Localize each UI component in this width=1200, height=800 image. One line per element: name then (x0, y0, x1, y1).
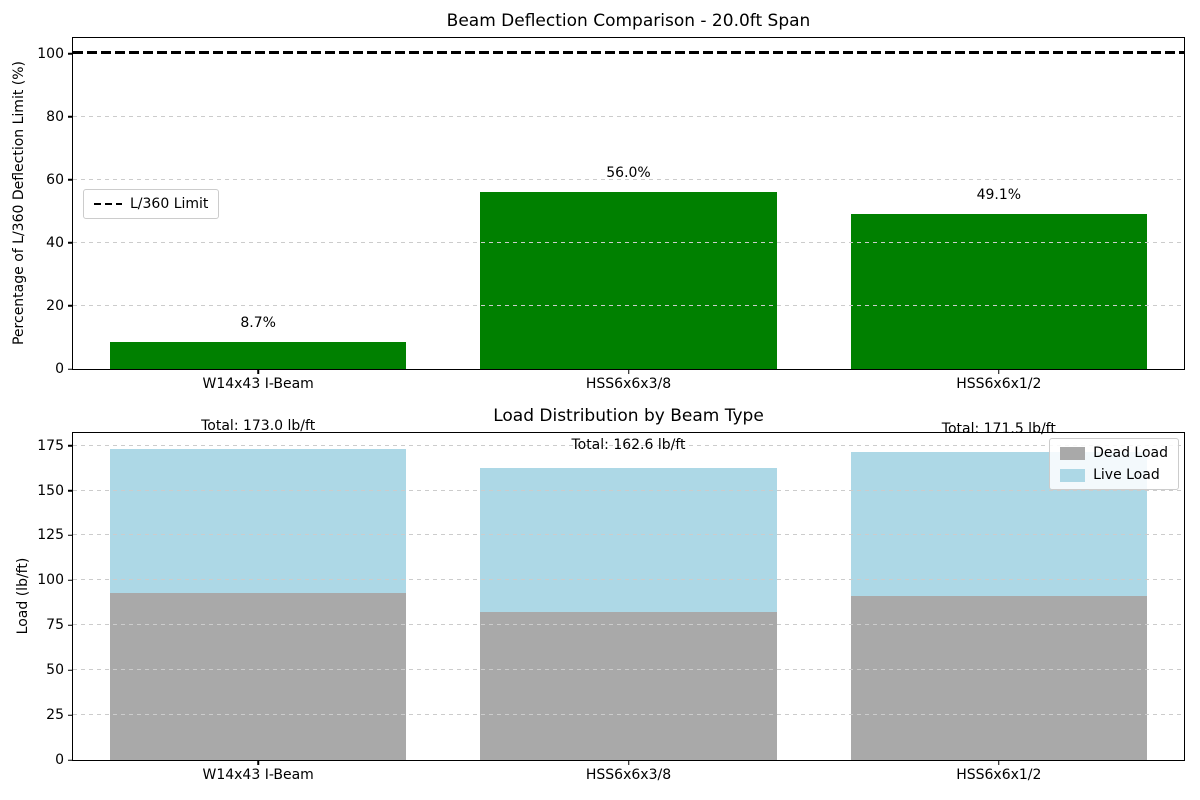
deflection-bar-w14x43 (110, 341, 407, 369)
deflection-value-label: 49.1% (976, 187, 1022, 204)
gridline-75 (73, 624, 1184, 626)
gridline-25 (73, 714, 1184, 716)
gridline-150 (73, 489, 1184, 491)
xtick-label-w14x43: W14x43 I-Beam (202, 376, 314, 392)
gridline-20 (73, 304, 1184, 306)
dead-load-segment (110, 592, 407, 760)
ytick-mark (68, 368, 73, 370)
dead-load-segment (850, 595, 1147, 760)
xtick-label-hss6x6x38: HSS6x6x3/8 (585, 767, 672, 783)
ytick-mark (68, 179, 73, 181)
bottom-chart-title: Load Distribution by Beam Type (493, 406, 764, 426)
total-load-label: Total: 173.0 lb/ft (201, 418, 316, 435)
ytick-label: 50 (46, 662, 64, 679)
deflection-value-label: 56.0% (606, 165, 651, 182)
legend-entry-dead-load: Dead Load (1060, 445, 1168, 461)
limit-line (73, 51, 1184, 54)
ytick-label: 80 (46, 108, 64, 125)
ytick-mark (68, 759, 73, 761)
ytick-label: 175 (37, 437, 64, 454)
load-stack-hss6x6x38 (480, 433, 777, 760)
deflection-value-label: 8.7% (240, 314, 276, 331)
ytick-label: 100 (37, 572, 64, 589)
deflection-bar-hss6x6x38 (480, 192, 777, 369)
top-chart-ylabel: Percentage of L/360 Deflection Limit (%) (11, 60, 27, 346)
total-load-label: Total: 171.5 lb/ft (941, 420, 1056, 437)
legend-label-dead-load: Dead Load (1093, 445, 1168, 461)
ytick-mark (68, 669, 73, 671)
ytick-label: 100 (37, 45, 64, 62)
ytick-label: 150 (37, 482, 64, 499)
ytick-mark (68, 305, 73, 307)
gridline-80 (73, 115, 1184, 117)
ytick-mark (68, 116, 73, 118)
xtick-label-w14x43: W14x43 I-Beam (202, 767, 314, 783)
ytick-label: 60 (46, 171, 64, 188)
legend-entry-live-load: Live Load (1060, 467, 1168, 483)
live-load-segment (480, 467, 777, 612)
ytick-mark (68, 53, 73, 55)
ytick-mark (68, 534, 73, 537)
live-load-swatch-icon (1060, 468, 1086, 482)
legend-label-l360-limit: L/360 Limit (130, 196, 209, 212)
dead-load-swatch-icon (1060, 446, 1086, 460)
top-chart-legend: L/360 Limit (83, 189, 220, 219)
total-load-label: Total: 162.6 lb/ft (571, 436, 686, 453)
gridline-175 (73, 444, 1184, 446)
xtick-label-hss6x6x12: HSS6x6x1/2 (956, 767, 1042, 783)
xtick-mark (998, 760, 1000, 765)
gridline-100 (73, 579, 1184, 581)
ytick-label: 75 (46, 617, 64, 634)
ytick-label: 40 (46, 234, 64, 251)
xtick-mark (257, 369, 259, 374)
xtick-mark (257, 760, 259, 765)
ytick-mark (68, 242, 73, 244)
ytick-label: 125 (37, 527, 64, 544)
dead-load-segment (480, 611, 777, 760)
bottom-chart-ylabel: Load (lb/ft) (15, 557, 31, 635)
xtick-label-hss6x6x38: HSS6x6x3/8 (585, 376, 672, 392)
gridline-40 (73, 241, 1184, 243)
bottom-chart-legend: Dead Load Live Load (1049, 438, 1179, 490)
ytick-mark (68, 489, 73, 492)
live-load-segment (110, 449, 407, 593)
load-stack-w14x43 (110, 433, 407, 760)
xtick-mark (627, 369, 630, 374)
top-chart-plot-area: 8.7% 56.0% 49.1% 0 20 40 60 80 100 W14x4… (37, 37, 1185, 392)
gridline-60 (73, 178, 1184, 180)
ytick-label: 0 (55, 752, 64, 768)
deflection-bar-hss6x6x12 (850, 214, 1147, 369)
ytick-label: 25 (46, 707, 64, 724)
ytick-mark (68, 624, 73, 626)
ytick-label: 0 (55, 361, 64, 377)
load-stack-hss6x6x12 (850, 433, 1147, 760)
xtick-mark (998, 369, 1000, 374)
gridline-50 (73, 669, 1184, 671)
ytick-mark (68, 579, 73, 582)
ytick-mark (68, 444, 73, 447)
legend-label-live-load: Live Load (1093, 467, 1160, 483)
top-chart-title: Beam Deflection Comparison - 20.0ft Span (446, 11, 811, 31)
gridline-125 (73, 534, 1184, 536)
bottom-chart-plot-area: Total: 173.0 lb/ft Total: 162.6 lb/ft To… (37, 418, 1185, 783)
dashed-line-icon (94, 202, 122, 206)
xtick-label-hss6x6x12: HSS6x6x1/2 (956, 376, 1042, 392)
xtick-mark (627, 760, 630, 765)
ytick-label: 20 (46, 297, 64, 314)
ytick-mark (68, 714, 73, 716)
